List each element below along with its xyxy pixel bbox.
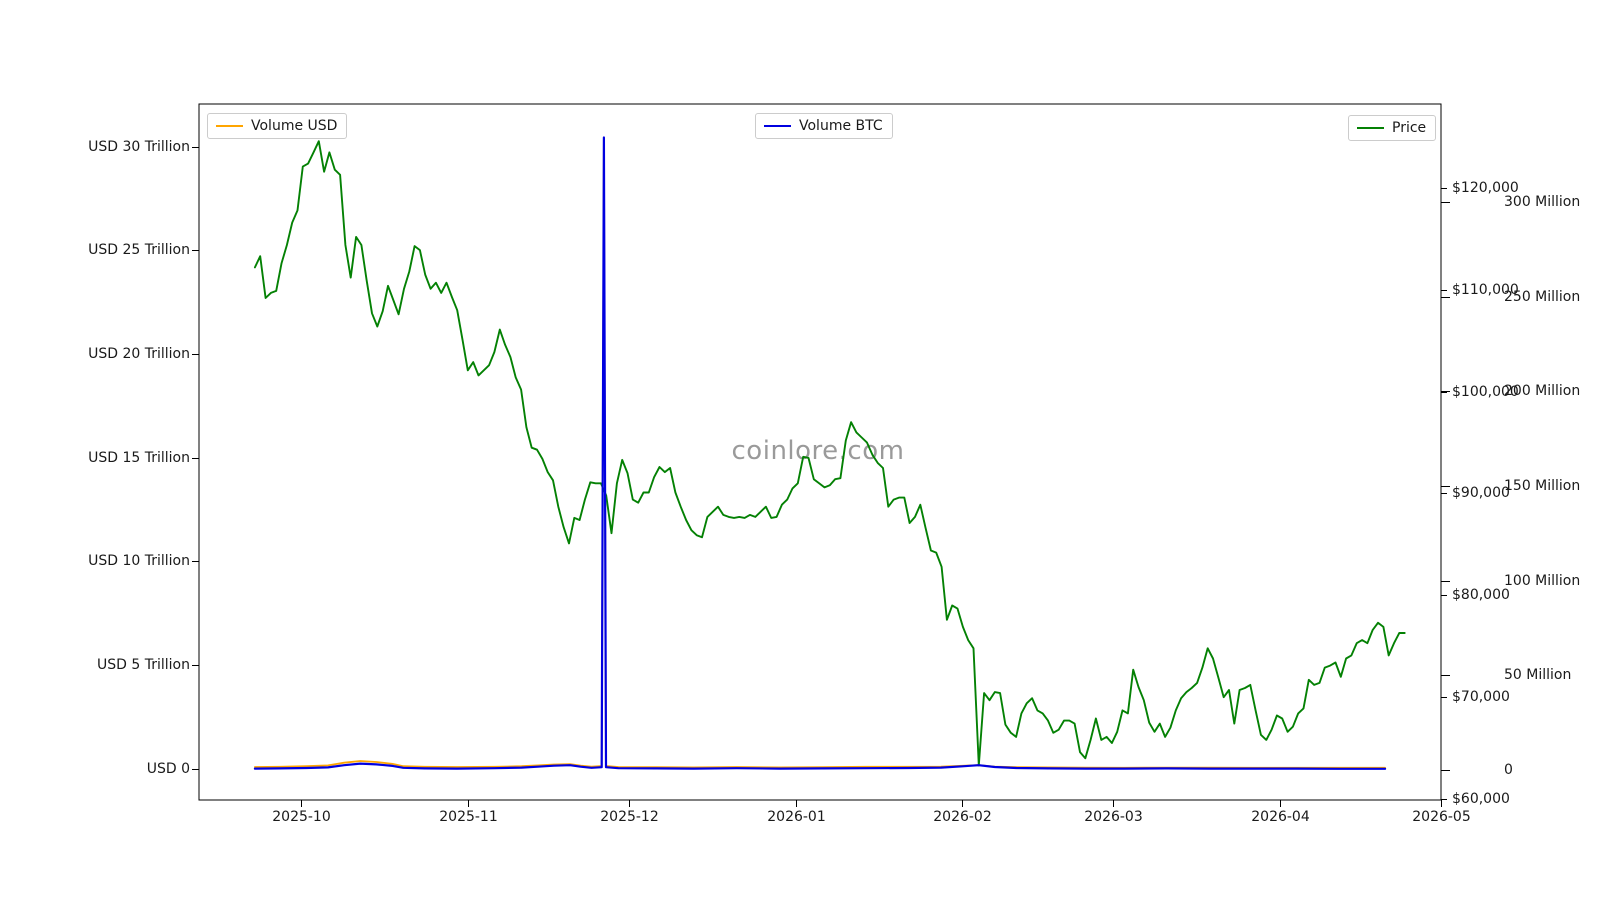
y-tick-label-volume-btc: 50 Million bbox=[1504, 666, 1572, 683]
y-tick-label-volume-btc: 300 Million bbox=[1504, 193, 1581, 210]
y-tick-label-volume-usd: USD 5 Trillion bbox=[97, 656, 190, 673]
y-tick-label-volume-btc: 250 Million bbox=[1504, 288, 1581, 305]
legend-price: Price bbox=[1348, 115, 1437, 141]
y-tick-label-volume-btc: 100 Million bbox=[1504, 572, 1581, 589]
legend-price-label: Price bbox=[1392, 120, 1427, 136]
volume-usd-line-icon bbox=[216, 125, 243, 127]
x-tick-label: 2026-03 bbox=[1084, 809, 1143, 825]
series-line-volume-btc bbox=[253, 136, 1387, 770]
y-tick-label-price: $120,000 bbox=[1452, 179, 1519, 196]
x-tick-label: 2025-10 bbox=[272, 809, 331, 825]
y-tick-label-volume-btc: 150 Million bbox=[1504, 477, 1581, 494]
price-line-icon bbox=[1357, 127, 1384, 129]
y-tick-label-price: $100,000 bbox=[1452, 383, 1519, 400]
x-tick-label: 2026-01 bbox=[767, 809, 826, 825]
watermark: coinlore.com bbox=[731, 436, 905, 466]
y-tick-label-price: $80,000 bbox=[1452, 586, 1510, 603]
x-tick-label: 2025-11 bbox=[439, 809, 498, 825]
legend-volume-btc: Volume BTC bbox=[755, 113, 893, 139]
legend-volume-usd-label: Volume USD bbox=[251, 118, 338, 134]
plot-border bbox=[198, 103, 1442, 801]
y-tick-label-price: $70,000 bbox=[1452, 688, 1510, 705]
legend-volume-btc-label: Volume BTC bbox=[799, 118, 883, 134]
y-tick-label-volume-btc: 200 Million bbox=[1504, 382, 1581, 399]
series-line-price bbox=[253, 140, 1406, 767]
x-tick-label: 2026-05 bbox=[1412, 809, 1471, 825]
y-tick-label-volume-usd: USD 10 Trillion bbox=[88, 552, 190, 569]
y-tick-label-volume-usd: USD 15 Trillion bbox=[88, 449, 190, 466]
x-tick-label: 2026-04 bbox=[1251, 809, 1310, 825]
y-tick-label-price: $90,000 bbox=[1452, 484, 1510, 501]
x-tick-label: 2026-02 bbox=[933, 809, 992, 825]
y-tick-label-volume-usd: USD 30 Trillion bbox=[88, 138, 190, 155]
y-tick-label-volume-usd: USD 0 bbox=[146, 760, 190, 777]
legend-volume-usd: Volume USD bbox=[207, 113, 348, 139]
y-tick-label-price: $110,000 bbox=[1452, 281, 1519, 298]
volume-btc-line-icon bbox=[764, 125, 791, 127]
y-tick-label-volume-btc: 0 bbox=[1504, 761, 1513, 778]
x-tick-label: 2025-12 bbox=[600, 809, 659, 825]
y-tick-label-volume-usd: USD 20 Trillion bbox=[88, 345, 190, 362]
series-line-volume-usd bbox=[253, 137, 1386, 769]
y-tick-label-price: $60,000 bbox=[1452, 790, 1510, 807]
y-tick-label-volume-usd: USD 25 Trillion bbox=[88, 241, 190, 258]
